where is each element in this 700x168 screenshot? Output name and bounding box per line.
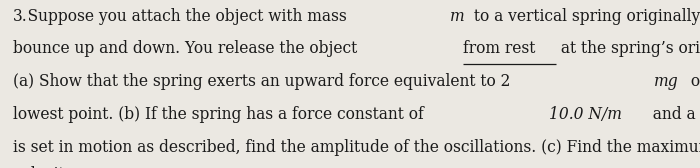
Text: at the spring’s original: at the spring’s original [556, 40, 700, 57]
Text: and a 0.25-: and a 0.25- [643, 106, 700, 123]
Text: 3.: 3. [13, 8, 27, 25]
Text: (a) Show that the spring exerts an upward force equivalent to 2: (a) Show that the spring exerts an upwar… [13, 73, 510, 90]
Text: 10.0 N/m: 10.0 N/m [549, 106, 622, 123]
Text: on the object at its: on the object at its [686, 73, 700, 90]
Text: velocity.: velocity. [13, 166, 76, 168]
Text: mg: mg [654, 73, 679, 90]
Text: to a vertical spring originally at rest, and let it: to a vertical spring originally at rest,… [468, 8, 700, 25]
Text: bounce up and down. You release the object: bounce up and down. You release the obje… [13, 40, 362, 57]
Text: m: m [449, 8, 464, 25]
Text: Suppose you attach the object with mass: Suppose you attach the object with mass [13, 8, 351, 25]
Text: lowest point. (b) If the spring has a force constant of: lowest point. (b) If the spring has a fo… [13, 106, 428, 123]
Text: from rest: from rest [463, 40, 536, 57]
Text: is set in motion as described, find the amplitude of the oscillations. (c) Find : is set in motion as described, find the … [13, 139, 700, 156]
